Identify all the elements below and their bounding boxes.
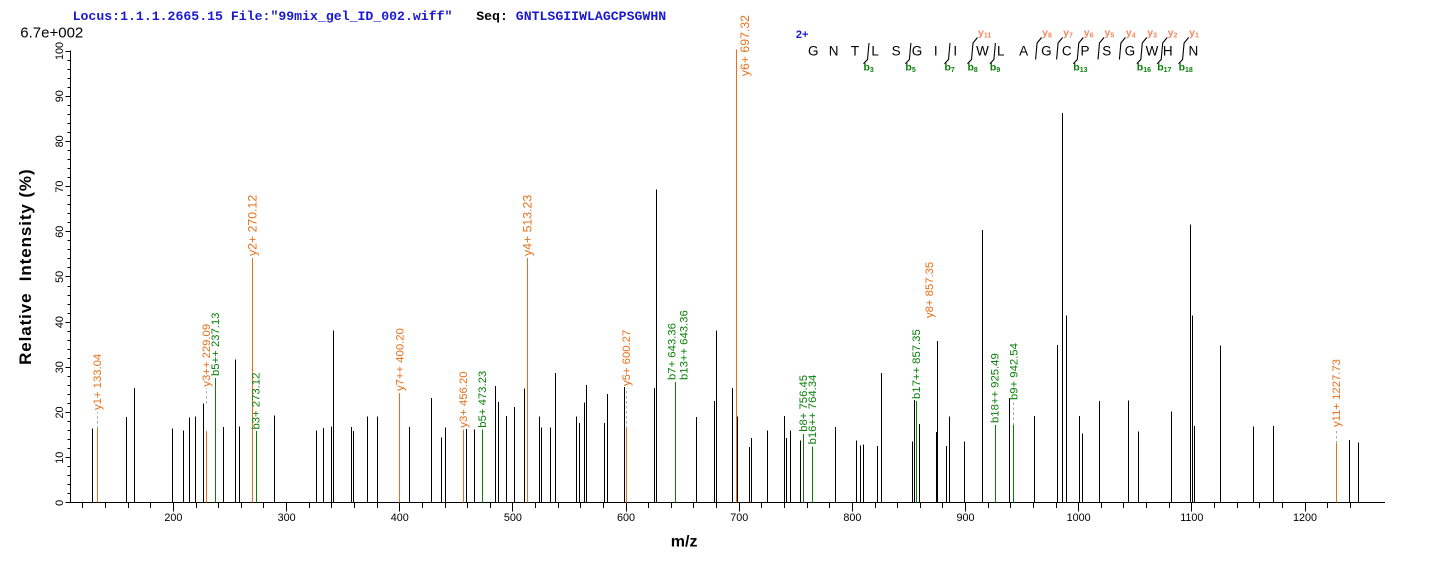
svg-text:T: T (851, 44, 859, 59)
svg-text:500: 500 (504, 512, 522, 524)
svg-text:10: 10 (54, 452, 66, 464)
svg-text:H: H (1163, 44, 1173, 59)
svg-text:L: L (997, 44, 1005, 59)
svg-text:P: P (1080, 44, 1089, 59)
svg-text:900: 900 (956, 512, 974, 524)
svg-text:800: 800 (843, 512, 861, 524)
svg-text:b3: b3 (864, 62, 874, 75)
svg-text:b8+ 756.45: b8+ 756.45 (798, 375, 810, 432)
svg-text:b5++ 237.13: b5++ 237.13 (210, 313, 222, 376)
svg-text:b17++ 857.35: b17++ 857.35 (911, 329, 923, 399)
svg-text:y1: y1 (1189, 27, 1199, 40)
svg-text:b7: b7 (945, 62, 955, 75)
svg-text:0: 0 (54, 500, 66, 506)
svg-text:b7+ 643.36: b7+ 643.36 (667, 323, 679, 380)
svg-text:1000: 1000 (1067, 512, 1091, 524)
svg-text:m/z: m/z (671, 533, 698, 550)
svg-text:b9+ 942.54: b9+ 942.54 (1008, 343, 1020, 400)
svg-text:y8+ 857.35: y8+ 857.35 (924, 262, 936, 318)
svg-text:y11+ 1227.73: y11+ 1227.73 (1331, 359, 1343, 427)
svg-text:y4+ 513.23: y4+ 513.23 (520, 195, 534, 256)
svg-text:N: N (1189, 44, 1199, 59)
svg-text:b8: b8 (968, 62, 978, 75)
svg-text:b9: b9 (990, 62, 1000, 75)
svg-text:G: G (1125, 44, 1136, 59)
svg-text:G: G (1041, 44, 1052, 59)
svg-text:b16++ 764.34: b16++ 764.34 (807, 375, 819, 445)
svg-text:b3+ 273.12: b3+ 273.12 (251, 373, 263, 430)
svg-text:200: 200 (164, 512, 182, 524)
svg-text:2+: 2+ (796, 29, 809, 41)
svg-text:y5: y5 (1105, 27, 1115, 40)
svg-text:80: 80 (54, 135, 66, 147)
svg-text:50: 50 (54, 271, 66, 283)
svg-text:70: 70 (54, 181, 66, 193)
svg-text:C: C (1062, 44, 1072, 59)
svg-text:y3+ 456.20: y3+ 456.20 (458, 371, 470, 427)
svg-text:S: S (892, 44, 901, 59)
svg-text:S: S (1102, 44, 1111, 59)
svg-text:y4: y4 (1126, 27, 1136, 40)
svg-text:y7++ 400.20: y7++ 400.20 (394, 328, 406, 391)
svg-text:I: I (934, 44, 938, 59)
svg-text:100: 100 (54, 42, 66, 60)
svg-text:90: 90 (54, 90, 66, 102)
svg-text:y1+ 133.04: y1+ 133.04 (92, 354, 104, 410)
svg-text:y5+ 600.27: y5+ 600.27 (621, 330, 633, 386)
svg-text:I: I (953, 44, 957, 59)
svg-text:40: 40 (54, 316, 66, 328)
svg-text:400: 400 (391, 512, 409, 524)
svg-text:b5: b5 (905, 62, 915, 75)
svg-text:y2: y2 (1168, 27, 1178, 40)
svg-text:300: 300 (278, 512, 296, 524)
svg-text:G: G (912, 44, 923, 59)
svg-text:600: 600 (617, 512, 635, 524)
svg-text:b5+ 473.23: b5+ 473.23 (477, 371, 489, 428)
svg-text:6.7e+002: 6.7e+002 (20, 24, 83, 41)
svg-text:y3: y3 (1147, 27, 1157, 40)
svg-text:20: 20 (54, 406, 66, 418)
svg-text:N: N (829, 44, 839, 59)
svg-text:Relative Intensity (%): Relative Intensity (%) (16, 168, 35, 364)
svg-text:y6: y6 (1084, 27, 1094, 40)
svg-text:b18++ 925.49: b18++ 925.49 (990, 353, 1002, 423)
svg-text:G: G (808, 44, 819, 59)
svg-text:y7: y7 (1063, 27, 1073, 40)
svg-text:W: W (1146, 44, 1159, 59)
svg-text:y8: y8 (1042, 27, 1052, 40)
svg-text:b13++ 643.36: b13++ 643.36 (678, 310, 690, 380)
svg-text:L: L (871, 44, 879, 59)
svg-text:1100: 1100 (1180, 512, 1203, 524)
svg-text:Locus:1.1.1.2665.15 File:"99mi: Locus:1.1.1.2665.15 File:"99mix_gel_ID_0… (73, 9, 667, 24)
svg-text:y3++ 229.09: y3++ 229.09 (201, 324, 213, 387)
svg-text:30: 30 (54, 361, 66, 373)
svg-text:y2+ 270.12: y2+ 270.12 (245, 195, 259, 256)
svg-text:700: 700 (730, 512, 748, 524)
svg-text:1200: 1200 (1293, 512, 1317, 524)
svg-text:60: 60 (54, 226, 66, 238)
svg-text:A: A (1019, 44, 1028, 59)
svg-text:y6+ 697.32: y6+ 697.32 (738, 15, 752, 76)
svg-text:W: W (976, 44, 989, 59)
